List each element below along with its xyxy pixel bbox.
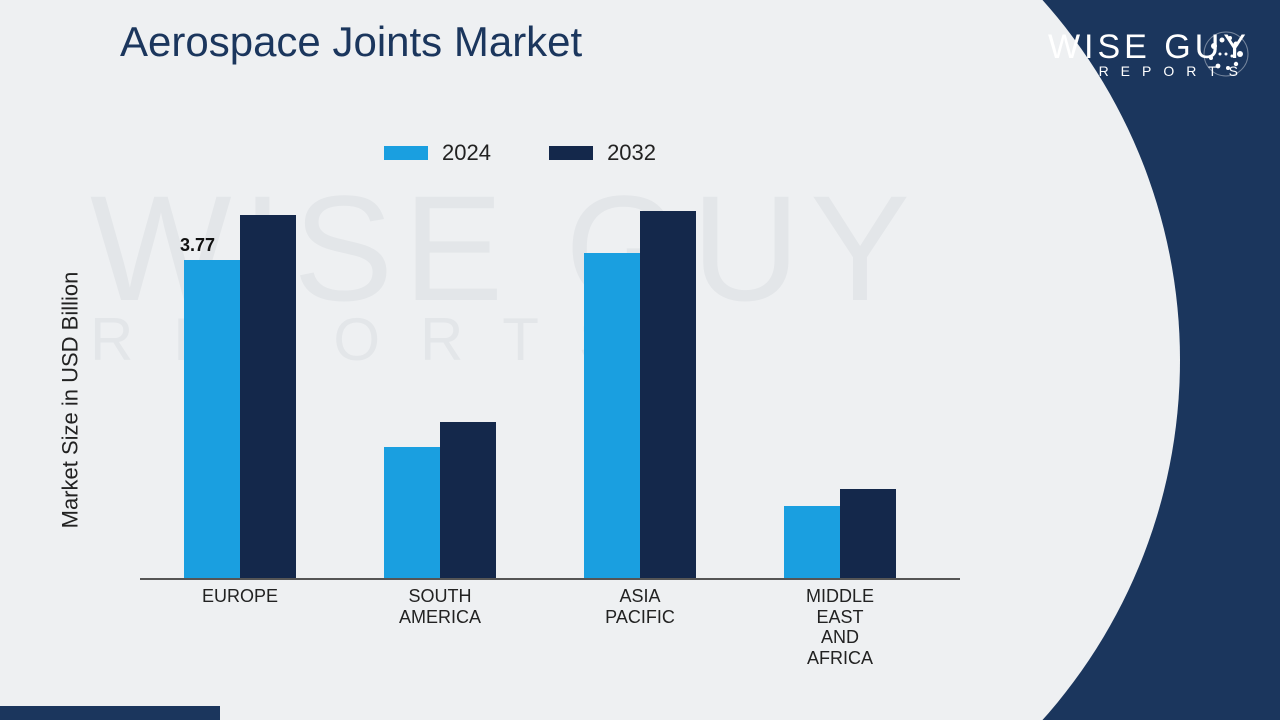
legend-item-2024: 2024 xyxy=(384,140,491,166)
category-label: SOUTHAMERICA xyxy=(360,586,520,627)
bar xyxy=(384,447,440,578)
page: WISE GUY REPORTS WISE GUY REPORTS Aerosp… xyxy=(0,0,1280,720)
y-axis-label: Market Size in USD Billion xyxy=(57,272,83,529)
category-label: ASIAPACIFIC xyxy=(560,586,720,627)
bar xyxy=(784,506,840,578)
chart-title: Aerospace Joints Market xyxy=(120,18,582,66)
legend-label-2032: 2032 xyxy=(607,140,656,166)
category-label: EUROPE xyxy=(160,586,320,607)
legend: 2024 2032 xyxy=(60,140,980,166)
bar xyxy=(840,489,896,578)
bar xyxy=(584,253,640,578)
bar xyxy=(184,260,240,578)
bar xyxy=(440,422,496,578)
chart-area: Market Size in USD Billion 2024 2032 3.7… xyxy=(60,140,980,660)
legend-item-2032: 2032 xyxy=(549,140,656,166)
category-label: MIDDLEEASTANDAFRICA xyxy=(760,586,920,669)
brand-logo: WISE GUY REPORTS xyxy=(1048,28,1250,79)
x-axis-labels: EUROPE SOUTHAMERICA ASIAPACIFIC MIDDLEEASTA… xyxy=(140,580,960,680)
bar xyxy=(240,215,296,578)
legend-swatch-2032 xyxy=(549,146,593,160)
brand-head-icon xyxy=(1196,26,1256,86)
bottom-accent-bar xyxy=(0,706,220,720)
legend-swatch-2024 xyxy=(384,146,428,160)
legend-label-2024: 2024 xyxy=(442,140,491,166)
bar xyxy=(640,211,696,578)
bar-value-label: 3.77 xyxy=(180,235,215,256)
plot-region: 3.77 xyxy=(140,200,960,580)
